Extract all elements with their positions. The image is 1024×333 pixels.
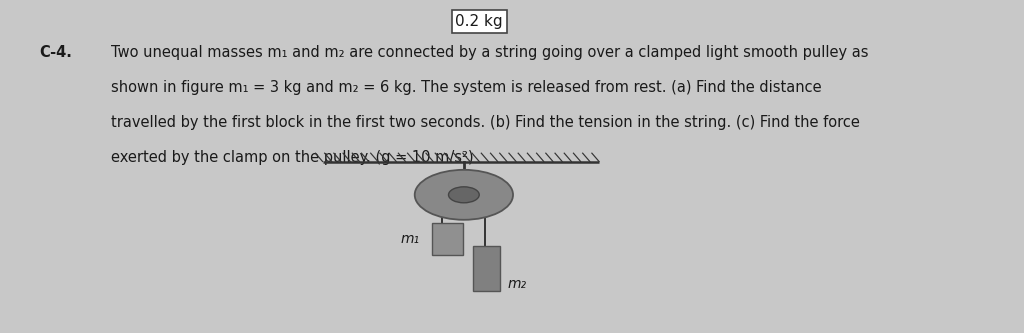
Text: shown in figure m₁ = 3 kg and m₂ = 6 kg. The system is released from rest. (a) F: shown in figure m₁ = 3 kg and m₂ = 6 kg.… [111,80,821,95]
Bar [473,246,500,291]
Ellipse shape [449,187,479,203]
Ellipse shape [415,170,513,220]
Text: exerted by the clamp on the pulley. (g = 10 m/s²): exerted by the clamp on the pulley. (g =… [111,150,473,165]
Text: C-4.: C-4. [39,45,72,60]
Text: m₂: m₂ [508,277,527,291]
Text: travelled by the first block in the first two seconds. (b) Find the tension in t: travelled by the first block in the firs… [111,115,859,130]
Text: 0.2 kg: 0.2 kg [456,14,503,29]
Bar [432,223,463,255]
Text: Two unequal masses m₁ and m₂ are connected by a string going over a clamped ligh: Two unequal masses m₁ and m₂ are connect… [111,45,868,60]
Text: m₁: m₁ [400,232,420,246]
